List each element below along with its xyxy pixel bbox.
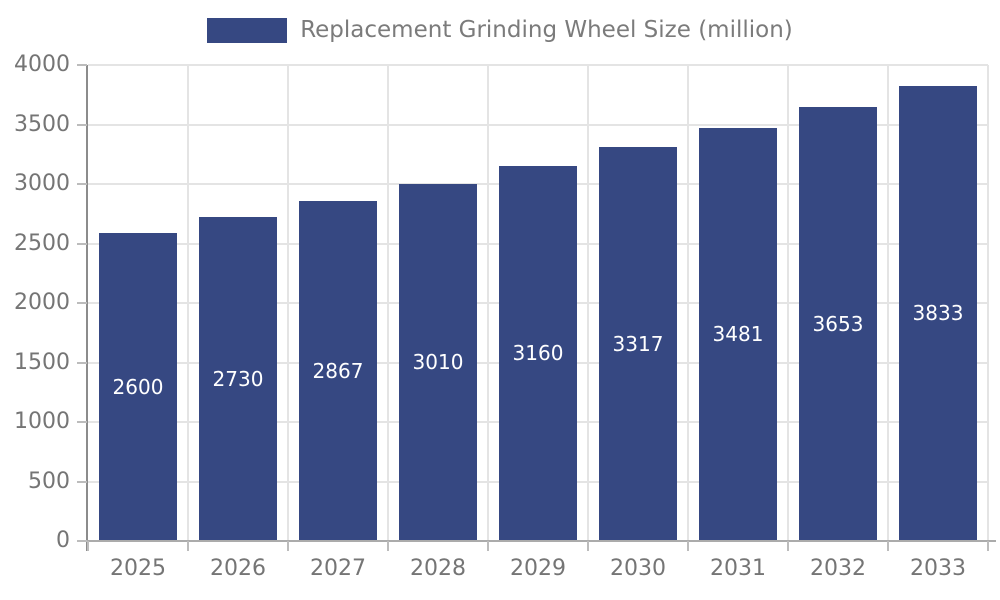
bar-value-label: 3653	[812, 312, 864, 337]
y-tick-label: 0	[56, 528, 70, 553]
y-axis-tick	[77, 302, 87, 304]
x-gridline	[887, 65, 889, 541]
x-gridline	[687, 65, 689, 541]
y-axis-tick	[77, 540, 87, 542]
bar: 2867	[299, 200, 377, 541]
y-tick-label: 1500	[14, 349, 70, 375]
x-tick-label: 2025	[110, 556, 166, 581]
x-axis-tick	[687, 541, 689, 551]
x-axis-tick	[387, 541, 389, 551]
y-gridline	[88, 123, 988, 126]
x-gridline	[787, 65, 789, 541]
x-tick-label: 2033	[910, 556, 966, 581]
y-tick-label: 2500	[14, 230, 70, 256]
bar-value-label: 2867	[312, 358, 364, 383]
y-axis-tick	[77, 123, 87, 126]
bar: 2600	[99, 232, 177, 541]
y-axis-tick	[77, 183, 87, 185]
x-gridline	[187, 65, 189, 541]
y-tick-label: 3000	[14, 171, 70, 196]
plot-area: 2600 2730 2867 3010 3160 3317 3481 3653 3833	[88, 64, 989, 541]
y-gridline	[88, 64, 988, 66]
x-tick-label: 2028	[410, 556, 466, 581]
bar: 3160	[499, 165, 577, 541]
x-axis-tick	[187, 541, 189, 551]
x-axis-tick	[887, 541, 889, 551]
bar-value-label: 3833	[912, 301, 964, 326]
x-axis-tick	[287, 541, 289, 551]
x-tick-label: 2029	[510, 556, 566, 581]
y-axis-tick	[77, 64, 87, 66]
bar-value-label: 3317	[612, 332, 664, 357]
legend-label: Replacement Grinding Wheel Size (million…	[300, 17, 793, 43]
y-axis-tick	[77, 480, 87, 483]
x-axis-line	[78, 540, 996, 542]
y-axis-spine	[86, 65, 88, 551]
bar-value-label: 2730	[212, 367, 264, 392]
y-tick-label: 2000	[14, 290, 70, 315]
bar: 2730	[199, 217, 277, 541]
x-axis-tick	[587, 541, 589, 551]
bar: 3010	[399, 183, 477, 541]
x-axis-tick	[87, 541, 89, 551]
legend[interactable]: Replacement Grinding Wheel Size (million…	[0, 17, 1000, 43]
x-gridline	[587, 65, 589, 541]
x-axis-tick	[787, 541, 789, 551]
bar-value-label: 3010	[412, 350, 464, 375]
bar-value-label: 3481	[712, 322, 764, 347]
x-tick-label: 2030	[610, 556, 666, 581]
x-tick-label: 2026	[210, 556, 266, 581]
x-gridline	[387, 65, 389, 541]
y-axis-tick	[77, 361, 87, 364]
x-gridline	[287, 65, 289, 541]
bar-value-label: 2600	[112, 374, 164, 399]
bar: 3833	[899, 85, 977, 541]
x-axis-tick	[987, 541, 989, 551]
x-tick-label: 2027	[310, 556, 366, 581]
y-axis-tick	[77, 242, 87, 245]
bar: 3653	[799, 107, 877, 541]
x-axis-tick	[487, 541, 489, 551]
y-axis-tick	[77, 421, 87, 423]
y-tick-label: 3500	[14, 111, 70, 137]
x-tick-label: 2032	[810, 556, 866, 581]
x-gridline	[487, 65, 489, 541]
y-tick-label: 500	[28, 468, 70, 494]
y-tick-label: 4000	[14, 52, 70, 77]
x-gridline	[987, 65, 989, 541]
x-tick-label: 2031	[710, 556, 766, 581]
y-tick-label: 1000	[14, 409, 70, 434]
bar: 3317	[599, 147, 677, 541]
bar: 3481	[699, 127, 777, 541]
legend-swatch	[207, 17, 288, 43]
bar-value-label: 3160	[512, 341, 564, 366]
